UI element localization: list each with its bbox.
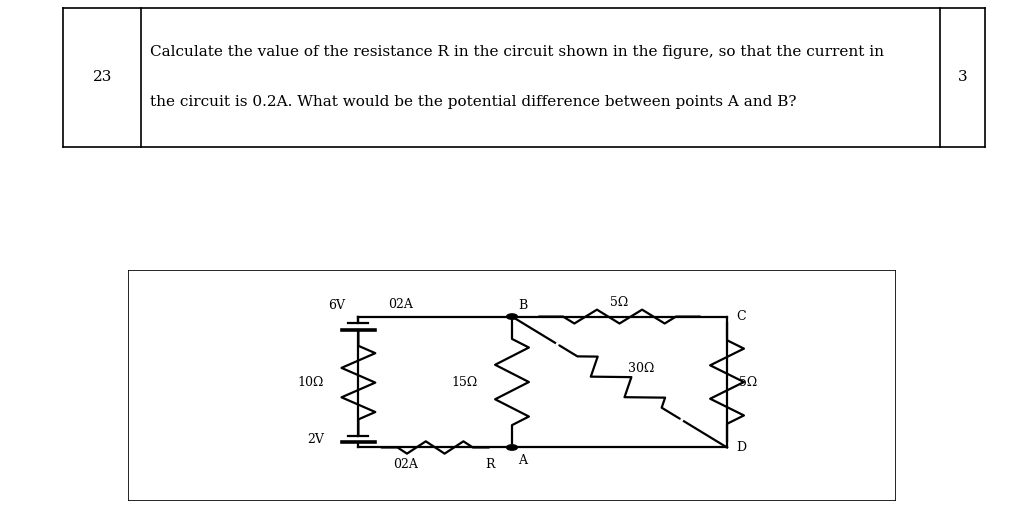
Text: 23: 23 (93, 70, 112, 85)
Text: A: A (518, 455, 527, 467)
Text: B: B (518, 299, 527, 312)
Text: C: C (736, 310, 745, 323)
Circle shape (507, 314, 517, 319)
Text: 5Ω: 5Ω (610, 296, 629, 309)
Text: 6V: 6V (329, 299, 345, 311)
Text: 30Ω: 30Ω (628, 362, 654, 375)
Text: 5Ω: 5Ω (738, 375, 757, 388)
Text: 15Ω: 15Ω (452, 375, 477, 388)
Text: R: R (485, 458, 496, 471)
Text: D: D (736, 441, 746, 454)
Text: Calculate the value of the resistance R in the circuit shown in the figure, so t: Calculate the value of the resistance R … (150, 45, 884, 59)
Text: 10Ω: 10Ω (297, 376, 324, 389)
Text: 2V: 2V (307, 433, 324, 446)
Text: 3: 3 (957, 70, 968, 85)
Text: 02A: 02A (393, 458, 419, 471)
Circle shape (507, 445, 517, 450)
Text: the circuit is 0.2A. What would be the potential difference between points A and: the circuit is 0.2A. What would be the p… (150, 96, 796, 110)
Text: 02A: 02A (388, 298, 413, 311)
